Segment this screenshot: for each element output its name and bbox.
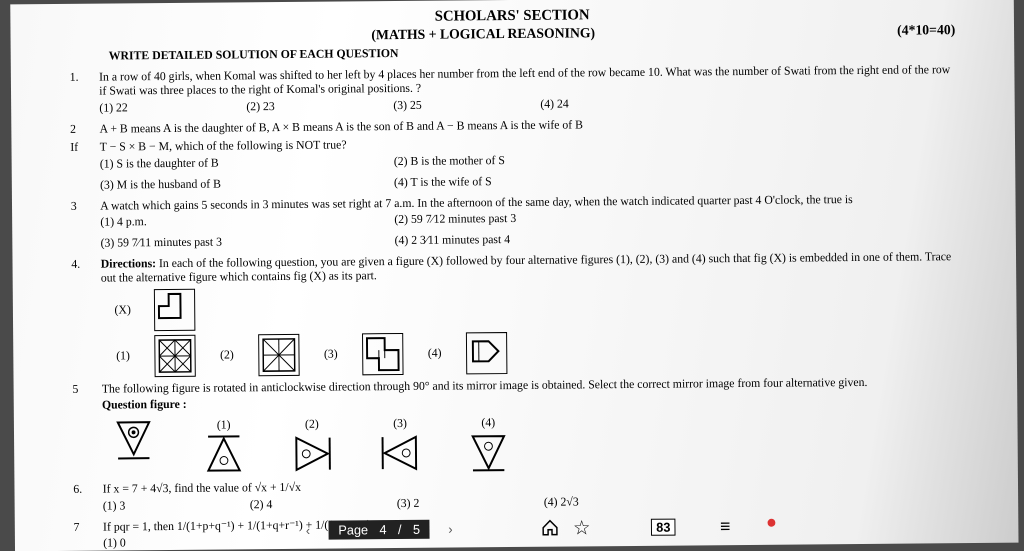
q5-ans-2: (2) [292,417,332,474]
directions-label: Directions: [101,256,156,270]
figure-1-icon [154,335,196,377]
qnum: 1. [70,70,100,99]
q5-ans-4: (4) [469,415,509,472]
q4-answer-figures: (1) (2) (3) (4) [111,328,958,377]
viewer-overlay: ‹ Page 4 / 5 › ☆ 83 ≡ [297,515,736,541]
page-label: Page [338,522,368,537]
q3-options-row2: (3) 59 7⁄11 minutes past 3 (4) 2 3⁄11 mi… [100,228,957,250]
f4-label: (4) [423,346,447,361]
menu-icon[interactable]: ≡ [714,515,736,537]
q3-opt4: (4) 2 3⁄11 minutes past 4 [394,232,510,248]
f3-label: (3) [393,416,407,431]
qnum: 3 [71,198,101,213]
home-icon[interactable] [539,517,561,539]
f2-label: (2) [215,348,239,363]
q2-opt3: (3) M is the husband of B [100,175,335,192]
q2-opt1: (1) S is the daughter of B [100,154,335,171]
triangle-icon [292,434,332,474]
figure-x-icon [154,289,196,331]
prev-page-button[interactable]: ‹ [297,519,319,541]
f3-label: (3) [319,347,343,362]
f4-label: (4) [481,415,495,430]
q3-opt1: (1) 4 p.m. [100,213,335,230]
figure-3-icon [362,333,404,375]
q3-opt2: (2) 59 7⁄12 minutes past 3 [394,211,516,227]
figure-2-icon [258,334,300,376]
q2-options-row2: (3) M is the husband of B (4) T is the w… [100,170,957,192]
page-total: 5 [413,521,420,536]
q6-opt3: (3) 2 [397,495,505,511]
q5-question-figure-icon [112,418,156,475]
q1-opt2: (2) 23 [246,98,354,114]
question-4: 4. Directions: In each of the following … [71,249,957,286]
f1-label: (1) [217,418,231,433]
triangle-icon [381,433,421,473]
star-icon[interactable]: ☆ [571,516,593,538]
q1-opt1: (1) 22 [99,99,207,115]
q3-opt3: (3) 59 7⁄11 minutes past 3 [100,234,335,251]
triangle-icon [204,434,244,474]
q6-opt2: (2) 4 [250,496,358,512]
qtext: Directions: In each of the following que… [101,249,958,285]
qnum: 5 [72,381,102,396]
qnum: 4. [71,257,101,286]
next-page-button[interactable]: › [440,517,462,539]
if-label: If [70,140,100,155]
q1-opt3: (3) 25 [393,97,501,113]
marks: (4*10=40) [897,23,955,40]
exam-page: SCHOLARS' SECTION (MATHS + LOGICAL REASO… [10,0,1018,551]
q6-opt1: (1) 3 [103,497,211,513]
q2-opt4: (4) T is the wife of S [394,174,502,190]
q1-opt4: (4) 24 [540,96,648,112]
f1-label: (1) [111,349,135,364]
page-sep: / [398,521,402,536]
directions-text: In each of the following question, you a… [101,249,951,285]
qnum: 2 [70,121,100,136]
triangle-icon [469,432,509,472]
qnum: 7 [74,519,104,534]
q4-figure-x: (X) [111,282,958,331]
page-indicator: Page 4 / 5 [328,519,429,539]
q5-ans-1: (1) [204,417,244,474]
qnum: 6. [73,482,103,497]
q5-figures: (1) (2) (3) (4) [112,411,959,475]
notification-dot-icon [767,519,775,527]
figure-4-icon [466,332,508,374]
q7-opt1: (1) 0 [103,535,211,551]
q5-ans-3: (3) [380,416,420,473]
x-label: (X) [111,303,135,318]
qtext: In a row of 40 girls, when Komal was shi… [99,62,956,98]
q6-opt4: (4) 2√3 [544,493,652,509]
q2-opt2: (2) B is the mother of S [394,153,505,169]
subtitle-text: (MATHS + LOGICAL REASONING) [371,26,595,43]
page-current: 4 [379,522,386,537]
f2-label: (2) [305,417,319,432]
counter-badge: 83 [651,518,675,535]
